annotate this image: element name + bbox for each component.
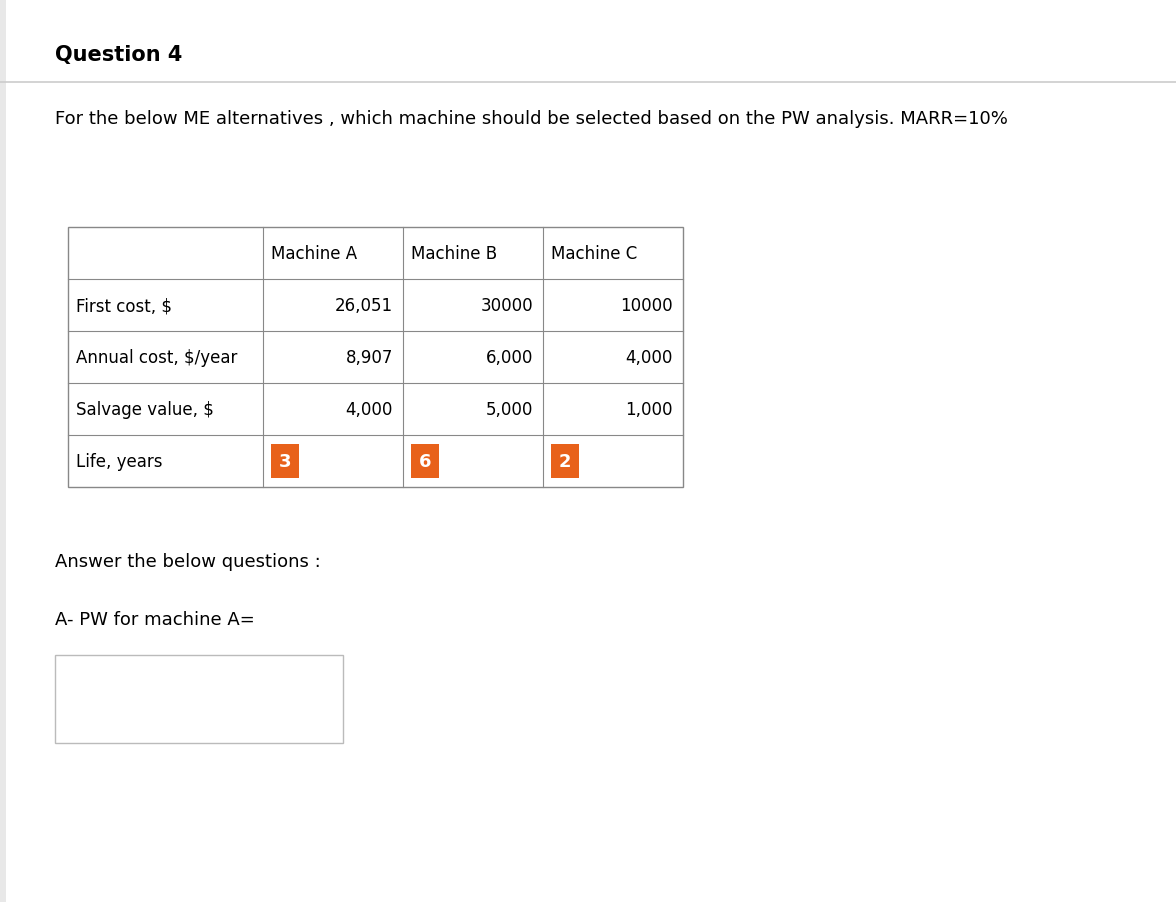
Text: A- PW for machine A=: A- PW for machine A=	[55, 611, 255, 629]
Text: Question 4: Question 4	[55, 45, 182, 65]
Text: 2: 2	[559, 453, 572, 471]
Text: 6,000: 6,000	[486, 348, 533, 366]
Bar	[0, 0, 6, 902]
Text: 3: 3	[279, 453, 292, 471]
Text: 10000: 10000	[621, 297, 673, 315]
Text: 4,000: 4,000	[346, 400, 393, 419]
Text: Salvage value, $: Salvage value, $	[76, 400, 214, 419]
Text: Annual cost, $/year: Annual cost, $/year	[76, 348, 238, 366]
Text: 8,907: 8,907	[346, 348, 393, 366]
Text: Machine B: Machine B	[410, 244, 497, 262]
Bar	[55, 655, 343, 743]
Text: Machine A: Machine A	[270, 244, 358, 262]
Bar	[410, 445, 439, 478]
Text: 5,000: 5,000	[486, 400, 533, 419]
Text: Life, years: Life, years	[76, 453, 162, 471]
Text: 26,051: 26,051	[335, 297, 393, 315]
Text: First cost, $: First cost, $	[76, 297, 172, 315]
Text: Machine C: Machine C	[552, 244, 637, 262]
Text: 30000: 30000	[480, 297, 533, 315]
Text: 4,000: 4,000	[626, 348, 673, 366]
Bar	[552, 445, 579, 478]
Bar	[68, 227, 683, 487]
Text: For the below ME alternatives , which machine should be selected based on the PW: For the below ME alternatives , which ma…	[55, 110, 1008, 128]
Text: Answer the below questions :: Answer the below questions :	[55, 552, 321, 570]
Text: 1,000: 1,000	[626, 400, 673, 419]
Text: 6: 6	[419, 453, 432, 471]
Bar	[270, 445, 299, 478]
